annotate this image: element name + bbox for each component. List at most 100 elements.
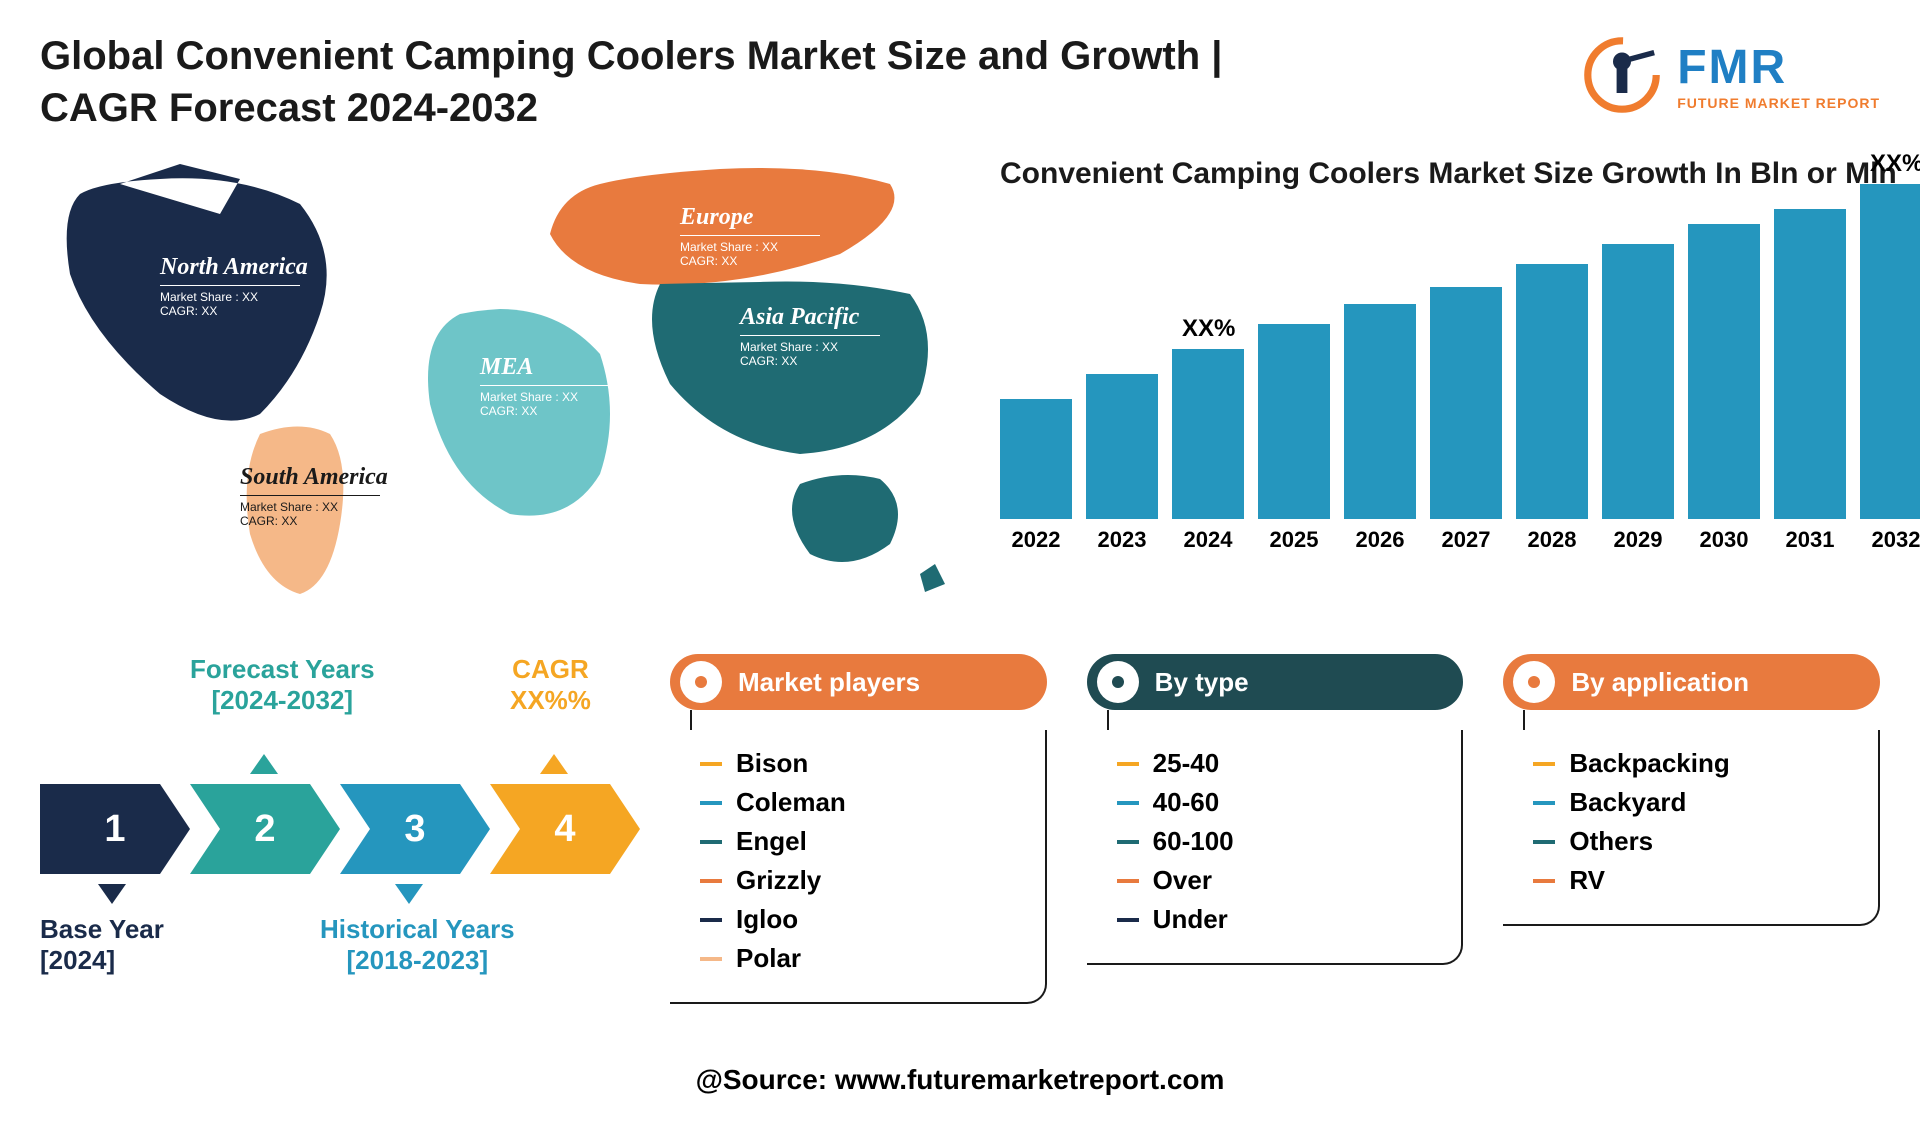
bar-label: 2022 xyxy=(1012,527,1061,553)
chevron-number: 4 xyxy=(554,808,575,851)
region-name: MEA xyxy=(480,354,620,381)
category-title: By type xyxy=(1155,667,1249,698)
category-item: Backpacking xyxy=(1533,748,1858,779)
region-share: Market Share : XX xyxy=(160,290,308,304)
bar-2027: 2027 xyxy=(1430,287,1502,553)
forecast-range: [2024-2032] xyxy=(190,685,375,716)
tick-icon xyxy=(1533,840,1555,844)
page-title: Global Convenient Camping Coolers Market… xyxy=(40,30,1240,134)
bar-label: 2025 xyxy=(1270,527,1319,553)
cagr-value: XX%% xyxy=(510,685,591,716)
base-label: Base Year [2024] xyxy=(40,914,164,976)
region-cagr: CAGR: XX xyxy=(480,404,620,418)
bar-label: 2027 xyxy=(1442,527,1491,553)
tick-icon xyxy=(700,801,722,805)
base-range: [2024] xyxy=(40,945,164,976)
tick-icon xyxy=(1117,762,1139,766)
forecast-label: Forecast Years [2024-2032] xyxy=(190,654,375,716)
category-by-type: By type 25-40 40-60 60-100 Over Under xyxy=(1087,654,1464,1004)
region-ap: Asia Pacific Market Share : XX CAGR: XX xyxy=(740,304,880,368)
region-share: Market Share : XX xyxy=(480,390,620,404)
category-item: Backyard xyxy=(1533,787,1858,818)
category-title: Market players xyxy=(738,667,920,698)
bar-annotation: XX% xyxy=(1182,315,1235,343)
bar xyxy=(1430,287,1502,519)
tick-icon xyxy=(700,840,722,844)
arrow-up-icon xyxy=(540,754,568,774)
chevron-number: 1 xyxy=(104,808,125,851)
historical-range: [2018-2023] xyxy=(320,945,515,976)
bullet-icon xyxy=(680,661,722,703)
bar-2032: 2032 xyxy=(1860,184,1920,553)
category-item: Engel xyxy=(700,826,1025,857)
chevron-2: 2 xyxy=(190,784,340,874)
category-item: 25-40 xyxy=(1117,748,1442,779)
item-label: 40-60 xyxy=(1153,787,1220,818)
fmr-logo-icon xyxy=(1577,30,1667,120)
bar-label: 2030 xyxy=(1700,527,1749,553)
category-item: RV xyxy=(1533,865,1858,896)
tick-icon xyxy=(1117,918,1139,922)
region-na: North America Market Share : XX CAGR: XX xyxy=(160,254,308,318)
historical-text: Historical Years xyxy=(320,914,515,945)
arrow-down-icon xyxy=(98,884,126,904)
item-label: Others xyxy=(1569,826,1653,857)
item-label: 60-100 xyxy=(1153,826,1234,857)
bar xyxy=(1516,264,1588,519)
bullet-icon xyxy=(1097,661,1139,703)
region-cagr: CAGR: XX xyxy=(240,514,388,528)
bar-chart: Convenient Camping Coolers Market Size G… xyxy=(980,154,1920,604)
bar xyxy=(1258,324,1330,519)
item-label: Backpacking xyxy=(1569,748,1729,779)
tick-icon xyxy=(700,879,722,883)
chevron-number: 2 xyxy=(254,808,275,851)
tick-icon xyxy=(700,918,722,922)
tick-icon xyxy=(700,762,722,766)
category-item: Grizzly xyxy=(700,865,1025,896)
bar-2028: 2028 xyxy=(1516,264,1588,553)
bar xyxy=(1172,349,1244,519)
arrow-down-icon xyxy=(395,884,423,904)
item-label: 25-40 xyxy=(1153,748,1220,779)
bar xyxy=(1086,374,1158,519)
bar-2030: 2030 xyxy=(1688,224,1760,553)
logo-text-sub: FUTURE MARKET REPORT xyxy=(1677,95,1880,111)
item-label: Grizzly xyxy=(736,865,821,896)
category-title: By application xyxy=(1571,667,1749,698)
world-map: North America Market Share : XX CAGR: XX… xyxy=(40,154,960,604)
category-item: Coleman xyxy=(700,787,1025,818)
bar xyxy=(1000,399,1072,519)
bar-label: 2023 xyxy=(1098,527,1147,553)
item-label: RV xyxy=(1569,865,1605,896)
category-body: Backpacking Backyard Others RV xyxy=(1503,730,1880,926)
bar-annotation: XX% xyxy=(1870,150,1920,178)
region-mea: MEA Market Share : XX CAGR: XX xyxy=(480,354,620,418)
category-body: Bison Coleman Engel Grizzly Igloo Polar xyxy=(670,730,1047,1004)
logo: FMR FUTURE MARKET REPORT xyxy=(1577,30,1880,120)
category-header: By application xyxy=(1503,654,1880,710)
item-label: Coleman xyxy=(736,787,846,818)
bar-label: 2026 xyxy=(1356,527,1405,553)
category-item: Others xyxy=(1533,826,1858,857)
region-cagr: CAGR: XX xyxy=(680,254,820,268)
cagr-text: CAGR xyxy=(510,654,591,685)
bar-2026: 2026 xyxy=(1344,304,1416,553)
bar-2024: 2024 xyxy=(1172,349,1244,553)
chevron-4: 4 xyxy=(490,784,640,874)
item-label: Igloo xyxy=(736,904,798,935)
bar xyxy=(1688,224,1760,519)
chevron-3: 3 xyxy=(340,784,490,874)
cagr-label: CAGR XX%% xyxy=(510,654,591,716)
region-name: South America xyxy=(240,464,388,491)
source-attribution: @Source: www.futuremarketreport.com xyxy=(40,1064,1880,1096)
region-sa: South America Market Share : XX CAGR: XX xyxy=(240,464,388,528)
region-name: North America xyxy=(160,254,308,281)
chart-title: Convenient Camping Coolers Market Size G… xyxy=(1000,154,1920,193)
category-body: 25-40 40-60 60-100 Over Under xyxy=(1087,730,1464,965)
bar xyxy=(1602,244,1674,519)
category-item: Bison xyxy=(700,748,1025,779)
chevron-number: 3 xyxy=(404,808,425,851)
item-label: Backyard xyxy=(1569,787,1686,818)
category-by-application: By application Backpacking Backyard Othe… xyxy=(1503,654,1880,1004)
tick-icon xyxy=(1117,840,1139,844)
